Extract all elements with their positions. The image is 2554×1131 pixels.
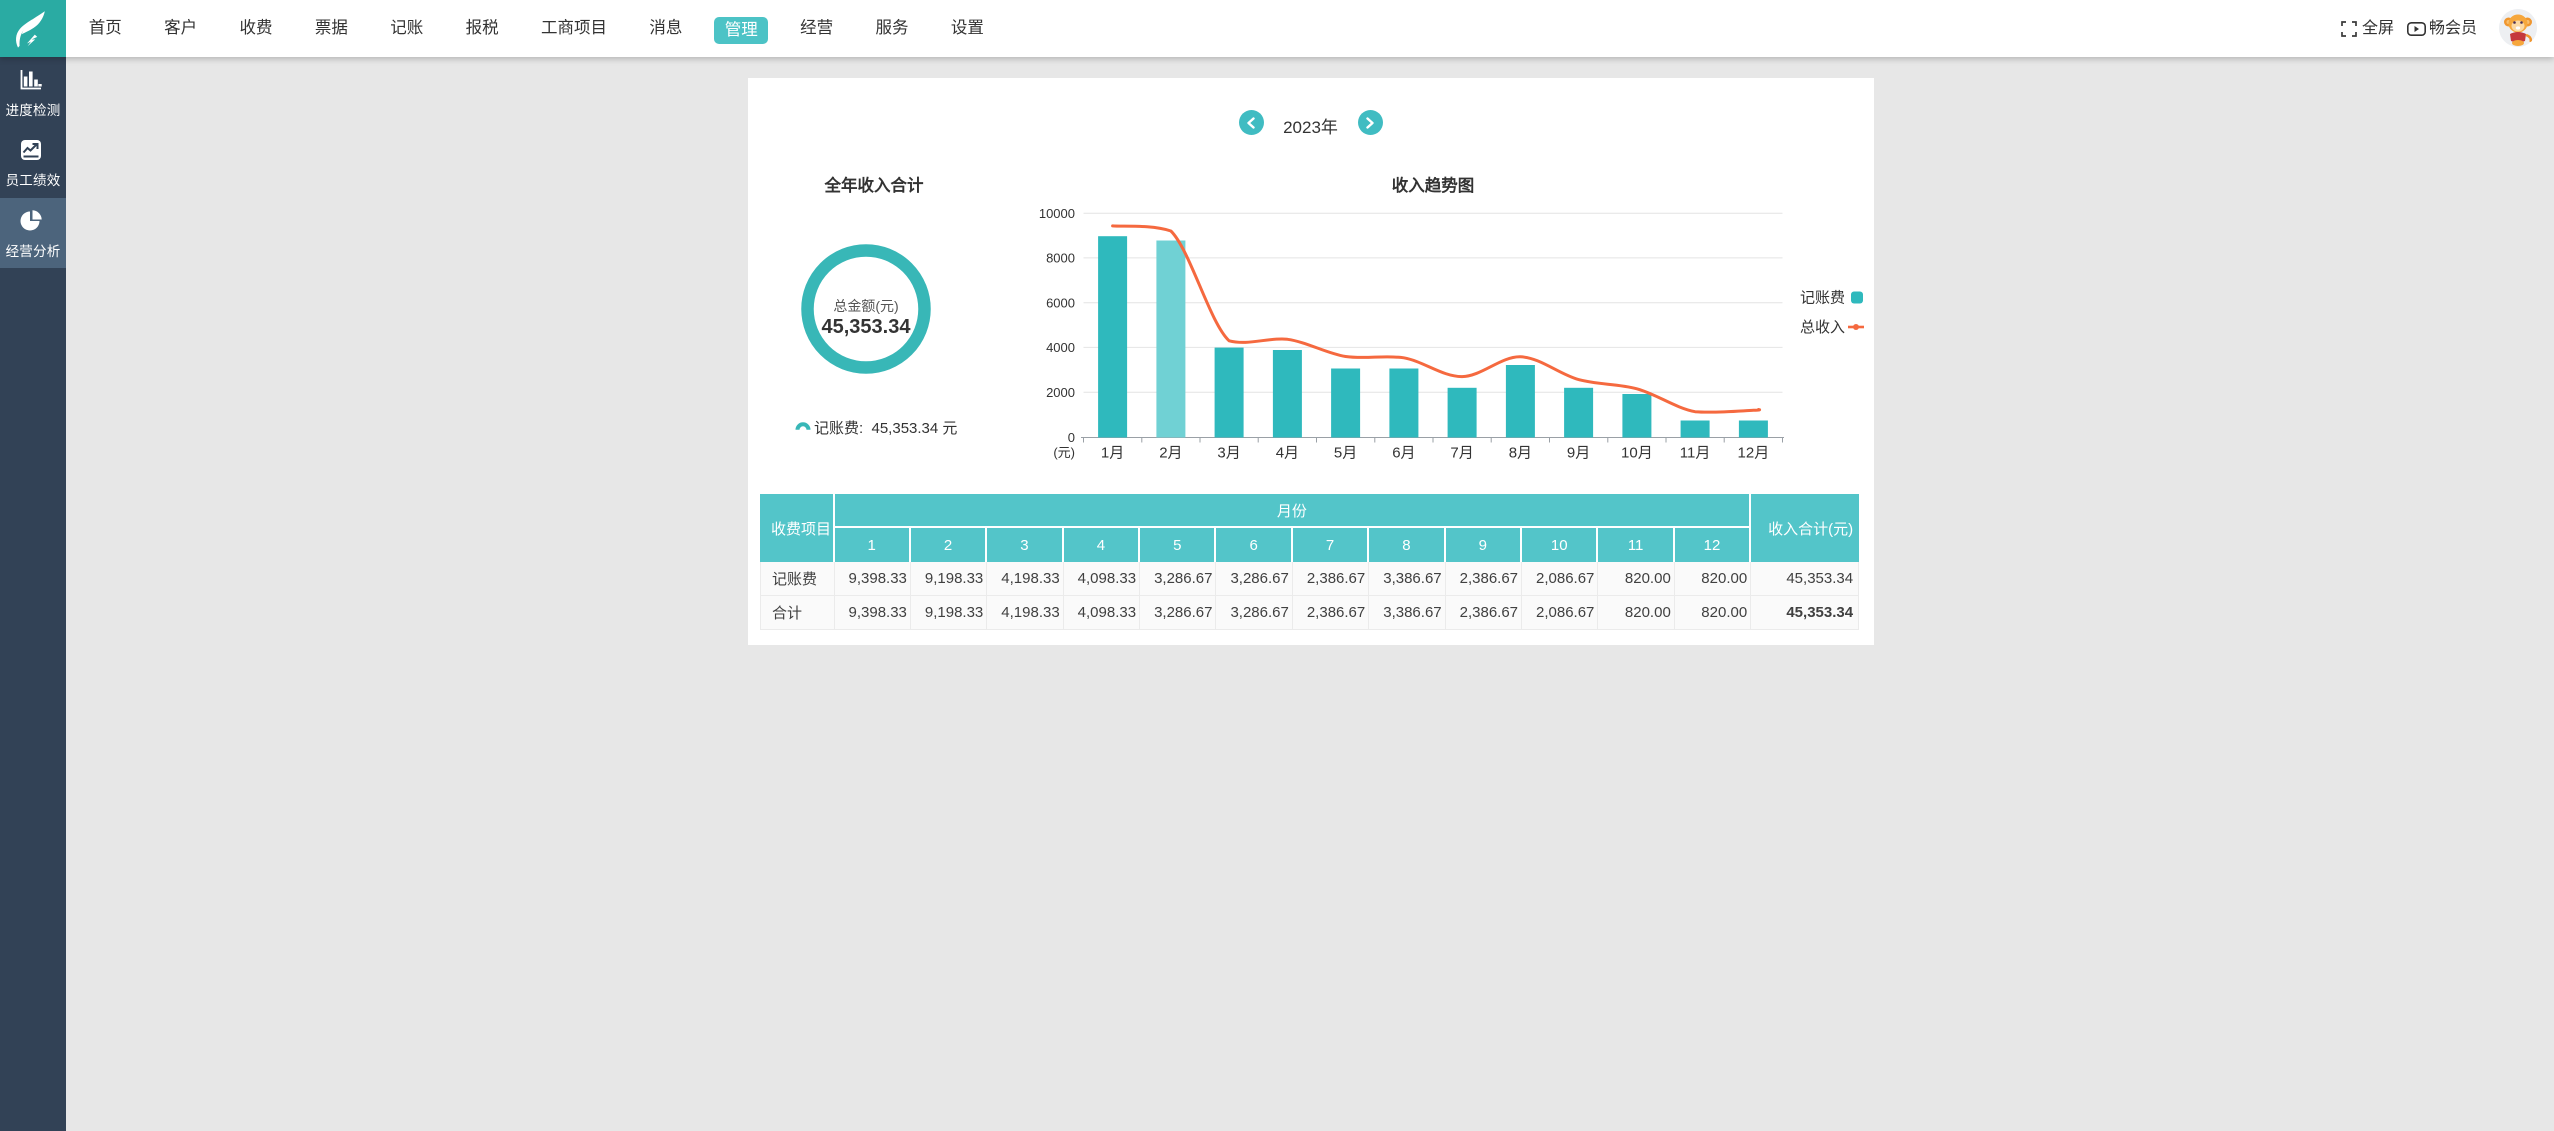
svg-text:4月: 4月 xyxy=(1276,445,1299,462)
svg-text:2000: 2000 xyxy=(1046,385,1075,400)
svg-text:5月: 5月 xyxy=(1334,445,1357,462)
svg-text:11月: 11月 xyxy=(1680,445,1711,462)
svg-text:1月: 1月 xyxy=(1101,445,1124,462)
svg-text:(元): (元) xyxy=(1053,445,1075,460)
svg-text:10月: 10月 xyxy=(1621,445,1653,462)
svg-text:6000: 6000 xyxy=(1046,295,1075,310)
svg-text:2月: 2月 xyxy=(1159,445,1182,462)
svg-text:8000: 8000 xyxy=(1046,250,1075,265)
svg-text:3月: 3月 xyxy=(1217,445,1240,462)
svg-text:7月: 7月 xyxy=(1450,445,1473,462)
svg-text:10000: 10000 xyxy=(1039,206,1075,221)
svg-text:4000: 4000 xyxy=(1046,340,1075,355)
svg-text:总收入: 总收入 xyxy=(1800,319,1845,336)
svg-text:12月: 12月 xyxy=(1738,445,1770,462)
svg-text:9月: 9月 xyxy=(1567,445,1590,462)
svg-text:0: 0 xyxy=(1068,430,1075,445)
svg-text:6月: 6月 xyxy=(1392,445,1415,462)
svg-text:记账费: 记账费 xyxy=(1800,290,1845,307)
svg-text:8月: 8月 xyxy=(1509,445,1532,462)
